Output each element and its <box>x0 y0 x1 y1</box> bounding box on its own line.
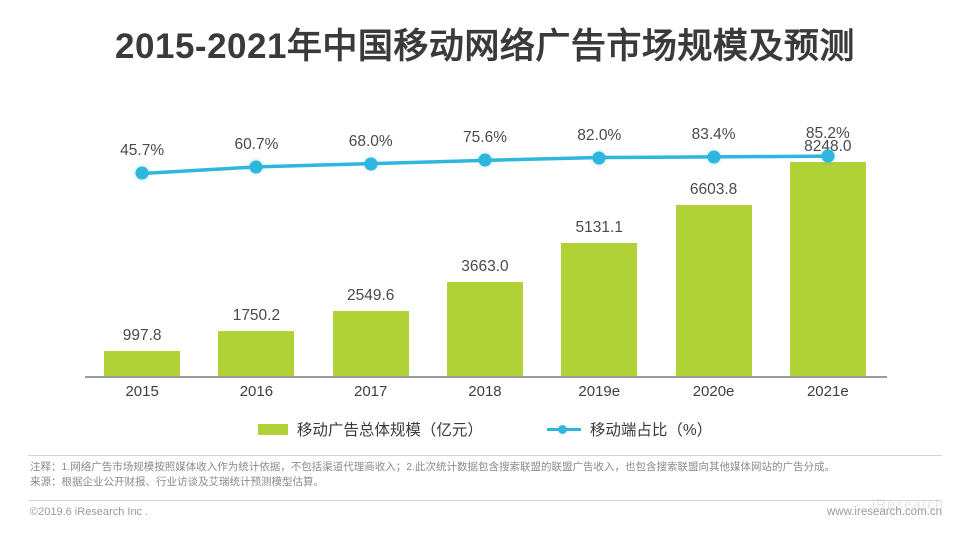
bar-column: 6603.8 <box>656 110 770 377</box>
x-tick-2018: 2018 <box>468 383 502 400</box>
x-tick-2019e: 2019e <box>578 383 621 400</box>
x-axis-line <box>85 376 887 378</box>
x-tick-2017: 2017 <box>354 383 388 400</box>
x-tick-2021e: 2021e <box>806 383 849 400</box>
bar-column: 1750.2 <box>199 110 313 377</box>
legend-item-line[interactable]: 移动端占比（%） <box>546 418 713 440</box>
x-axis-labels: 2015 2016 2017 2018 2019e 2020e 2021e <box>85 383 885 407</box>
plot-area: 997.8 1750.2 2549.6 3663.0 5131.1 6603.8 8248.… <box>85 110 885 377</box>
watermark-text: iResearch <box>871 496 944 512</box>
bar-column: 2549.6 <box>314 110 428 377</box>
bar-2016[interactable] <box>218 331 295 377</box>
bar-value-label: 8248.0 <box>804 138 852 155</box>
note-line-2: 来源：根据企业公开财报、行业访谈及艾瑞统计预测模型估算。 <box>30 476 324 489</box>
bar-value-label: 2549.6 <box>346 286 395 304</box>
site-url-text[interactable]: www.iresearch.com.cn <box>826 506 942 518</box>
legend-label-line: 移动端占比（%） <box>589 422 713 439</box>
bar-2018[interactable] <box>446 281 523 377</box>
bar-column: 8248.0 <box>771 110 885 377</box>
bar-value-label: 6603.8 <box>689 180 738 198</box>
note-line-1: 注释：1.网络广告市场规模按照媒体收入作为统计依据，不包括渠道代理商收入；2.此… <box>30 461 836 473</box>
bar-column: 3663.0 <box>428 110 542 377</box>
bar-2020e[interactable] <box>675 204 752 377</box>
bar-value-label: 997.8 <box>122 327 162 344</box>
copyright-text: ©2019.6 iResearch Inc . <box>30 506 149 518</box>
footer-divider-top <box>28 455 942 456</box>
bar-value-label: 3663.0 <box>461 257 509 275</box>
chart-legend: 移动广告总体规模（亿元） 移动端占比（%） <box>0 418 970 440</box>
bar-2017[interactable] <box>332 310 409 377</box>
page-title: 2015-2021年中国移动网络广告市场规模及预测 <box>115 27 855 66</box>
footer-divider-bottom <box>28 500 942 501</box>
line-swatch-icon <box>546 424 581 435</box>
x-tick-2016: 2016 <box>239 383 274 400</box>
bar-2021e[interactable] <box>789 162 866 377</box>
legend-item-bar[interactable]: 移动广告总体规模（亿元） <box>257 418 483 440</box>
bar-2019e[interactable] <box>561 243 638 377</box>
bar-swatch-icon <box>257 423 288 435</box>
legend-label-bar: 移动广告总体规模（亿元） <box>296 422 483 439</box>
footer-notes: 注释：1.网络广告市场规模按照媒体收入作为统计依据，不包括渠道代理商收入；2.此… <box>30 460 942 490</box>
bar-value-label: 1750.2 <box>232 307 281 325</box>
bar-column: 997.8 <box>85 110 199 377</box>
bar-value-label: 5131.1 <box>575 219 623 237</box>
bar-2015[interactable] <box>104 351 181 377</box>
x-tick-2020e: 2020e <box>692 383 735 400</box>
x-tick-2015: 2015 <box>125 383 159 400</box>
bar-column: 5131.1 <box>542 110 656 377</box>
